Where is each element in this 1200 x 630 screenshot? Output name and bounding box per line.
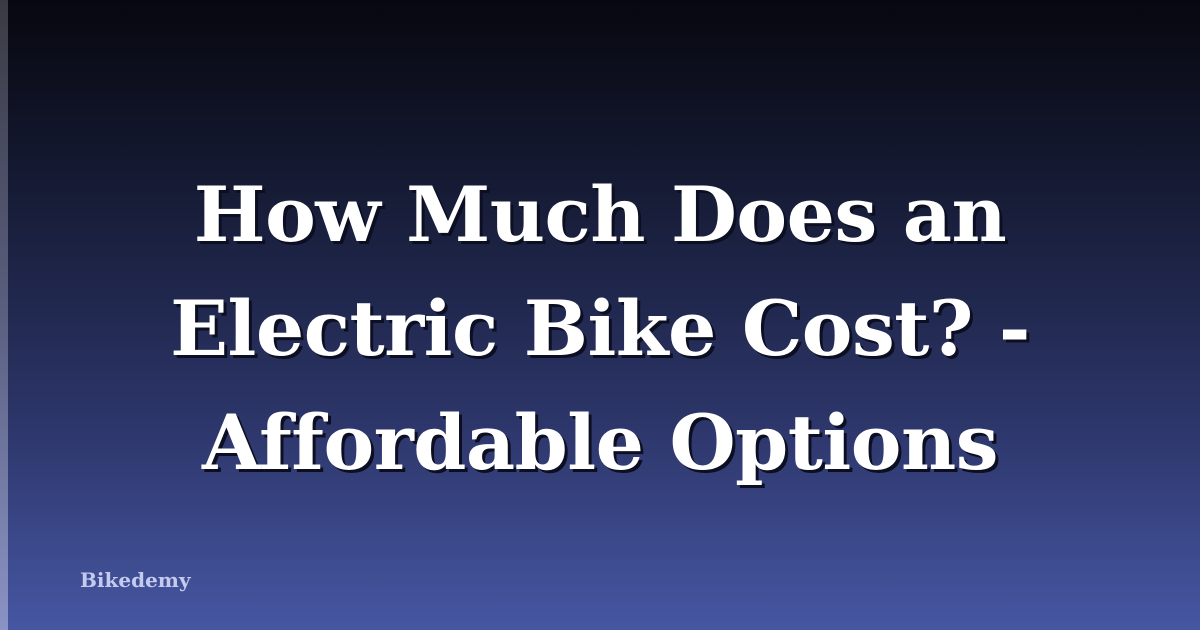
brand-name: Bikedemy — [80, 568, 191, 592]
title-line-2: Electric Bike Cost? - — [170, 284, 1030, 373]
title-line-1: How Much Does an — [193, 170, 1007, 259]
left-accent-strip — [0, 0, 8, 630]
title-line-3: Affordable Options — [201, 398, 999, 487]
page-title: How Much Does an Electric Bike Cost? - A… — [0, 158, 1200, 500]
